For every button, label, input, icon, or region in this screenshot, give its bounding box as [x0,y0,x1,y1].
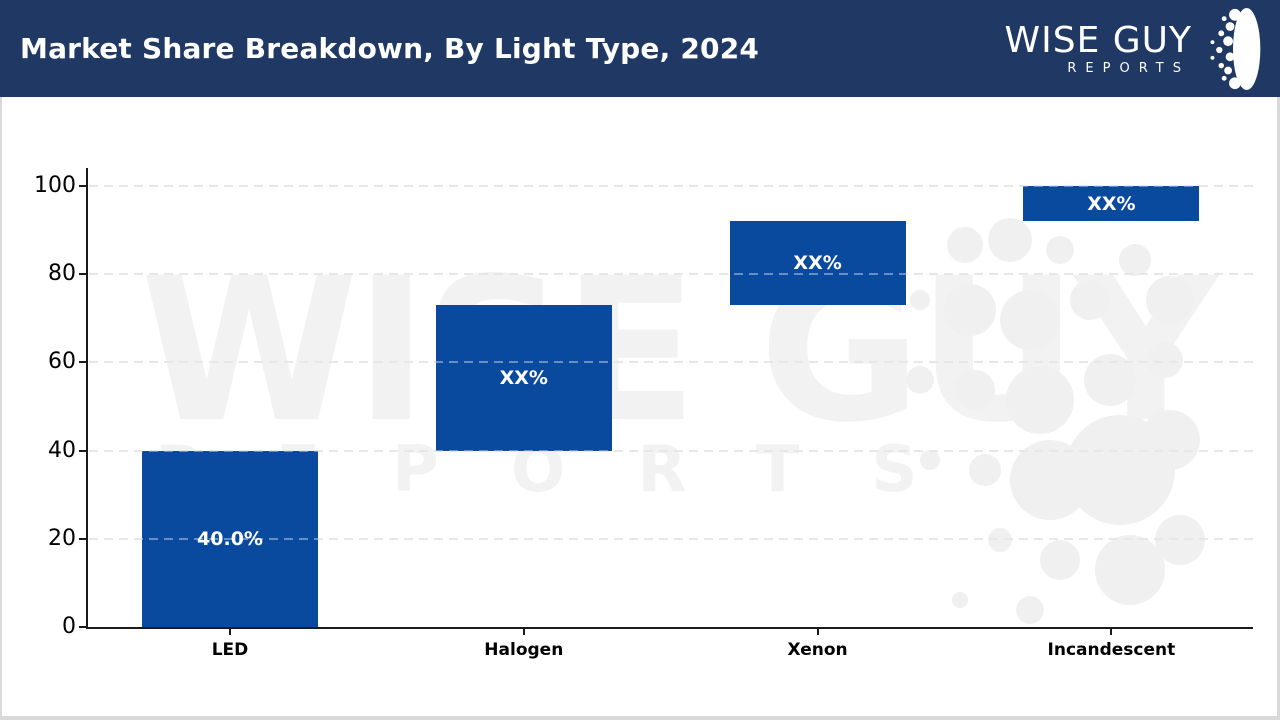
y-tick-label: 0 [62,614,76,639]
logo-head-icon [1210,7,1261,90]
logo-wordmark-sub: REPORTS [1067,60,1190,76]
gridline [89,273,1253,276]
gridline [89,449,1253,452]
y-tick-label: 80 [48,261,76,287]
y-tick [79,273,88,276]
bar-led [142,450,318,627]
x-tick [816,627,819,635]
logo-wordmark-main: WISE GUY [1004,19,1192,61]
bar-xenon [729,221,906,306]
x-tick [229,627,231,635]
gridline [89,185,1253,187]
gridline-overlay [89,449,1253,452]
y-tick-label: 40 [48,437,76,463]
y-axis-line [86,168,88,629]
x-tick [1110,627,1113,635]
watermark-head-dots [906,218,1205,624]
y-tick [79,185,88,187]
x-tick-label-incandescent: Incandescent [1047,640,1176,660]
y-tick [79,361,88,364]
brand-logo: WISE GUY REPORTS [1005,6,1267,92]
gridline [89,537,1253,540]
x-tick [522,627,525,635]
bottom-edge-border [0,716,1280,720]
y-tick [79,449,88,452]
y-tick-label: 60 [48,349,76,375]
bar-incandescent [1023,186,1200,222]
x-tick-label-xenon: Xenon [787,640,848,660]
gridline-overlay [89,537,1253,540]
gridline [89,361,1253,364]
x-axis-line [86,627,1253,629]
y-tick [79,626,88,628]
bar-value-label: XX% [793,252,842,275]
gridline-overlay [89,273,1253,276]
header-bar: Market Share Breakdown, By Light Type, 2… [0,0,1280,97]
bar-value-label: XX% [499,366,548,389]
y-tick-label: 100 [34,173,76,198]
gridline-overlay [89,185,1253,187]
page-title: Market Share Breakdown, By Light Type, 2… [20,32,760,65]
bar-value-label: XX% [1087,192,1136,215]
y-tick-label: 20 [48,525,76,551]
x-tick-label-halogen: Halogen [484,640,564,660]
bar-halogen [435,305,612,451]
logo-wordmark: WISE GUY REPORTS [1004,19,1193,76]
left-edge-border [0,97,2,720]
x-tick-label-led: LED [211,640,249,660]
right-edge-border [1277,97,1280,720]
y-tick [79,537,88,540]
bar-value-label: 40.0% [197,527,263,550]
gridline-overlay [89,361,1253,364]
